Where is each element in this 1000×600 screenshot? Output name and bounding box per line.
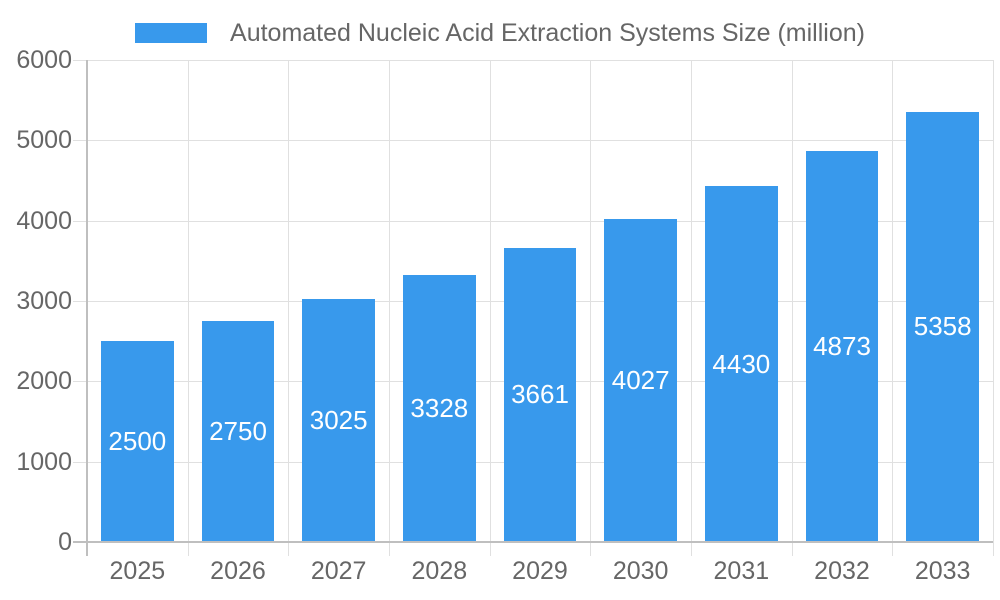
y-axis-tick-label: 6000 <box>16 46 72 74</box>
vertical-gridline <box>993 60 994 556</box>
chart-legend[interactable]: Automated Nucleic Acid Extraction System… <box>0 17 1000 49</box>
bar-2032[interactable]: 4873 <box>805 150 879 542</box>
vertical-gridline <box>490 60 491 556</box>
y-axis-tick-label: 5000 <box>16 126 72 155</box>
bar-value-label: 2750 <box>209 416 267 447</box>
bar-value-label: 5358 <box>913 311 972 342</box>
vertical-gridline <box>389 60 390 556</box>
bar-2031[interactable]: 4430 <box>705 186 778 542</box>
horizontal-gridline <box>73 60 993 61</box>
x-axis-tick-label: 2031 <box>713 557 770 585</box>
x-axis-tick-label: 2033 <box>914 557 971 585</box>
bar-value-label: 3328 <box>410 392 469 423</box>
vertical-gridline <box>691 60 692 556</box>
y-axis-tick-label: 0 <box>58 528 72 556</box>
x-axis-tick-label: 2032 <box>814 557 870 585</box>
bar-2033[interactable]: 5358 <box>906 111 979 542</box>
x-axis-tick-label: 2027 <box>310 557 367 585</box>
bar-2030[interactable]: 4027 <box>604 218 677 542</box>
y-axis-tick-label: 1000 <box>16 447 72 476</box>
bar-2025[interactable]: 2500 <box>101 341 174 542</box>
bar-value-label: 4027 <box>611 364 670 395</box>
vertical-gridline <box>590 60 591 556</box>
x-axis-tick-label: 2030 <box>612 557 669 585</box>
bar-2028[interactable]: 3328 <box>403 274 476 542</box>
vertical-gridline <box>792 60 793 556</box>
horizontal-gridline <box>73 221 993 222</box>
vertical-gridline <box>892 60 893 556</box>
legend-label: Automated Nucleic Acid Extraction System… <box>230 18 865 47</box>
vertical-gridline <box>188 60 189 556</box>
y-axis-line <box>86 60 88 556</box>
bar-value-label: 4873 <box>813 330 871 361</box>
bar-value-label: 3661 <box>511 379 569 410</box>
bar-value-label: 2500 <box>108 426 167 457</box>
bar-value-label: 4430 <box>712 348 771 379</box>
plot-area: 2500 2750 3025 3328 3661 4027 4430 4873 5358 <box>73 60 994 556</box>
legend-swatch-icon <box>135 23 208 43</box>
x-axis-tick-label: 2028 <box>411 557 468 585</box>
bar-2026[interactable]: 2750 <box>201 321 275 542</box>
y-axis-tick-label: 4000 <box>16 206 72 235</box>
x-axis-tick-label: 2026 <box>210 557 266 585</box>
x-axis-baseline <box>73 541 993 543</box>
x-axis-tick-label: 2025 <box>109 557 166 585</box>
bar-value-label: 3025 <box>309 405 368 435</box>
bar-2027[interactable]: 3025 <box>302 299 375 542</box>
bar-2029[interactable]: 3661 <box>503 247 577 542</box>
y-axis-tick-label: 3000 <box>16 287 72 315</box>
vertical-gridline <box>288 60 289 556</box>
y-axis-tick-label: 2000 <box>16 367 72 396</box>
horizontal-gridline <box>73 140 993 141</box>
x-axis-tick-label: 2029 <box>512 557 568 585</box>
